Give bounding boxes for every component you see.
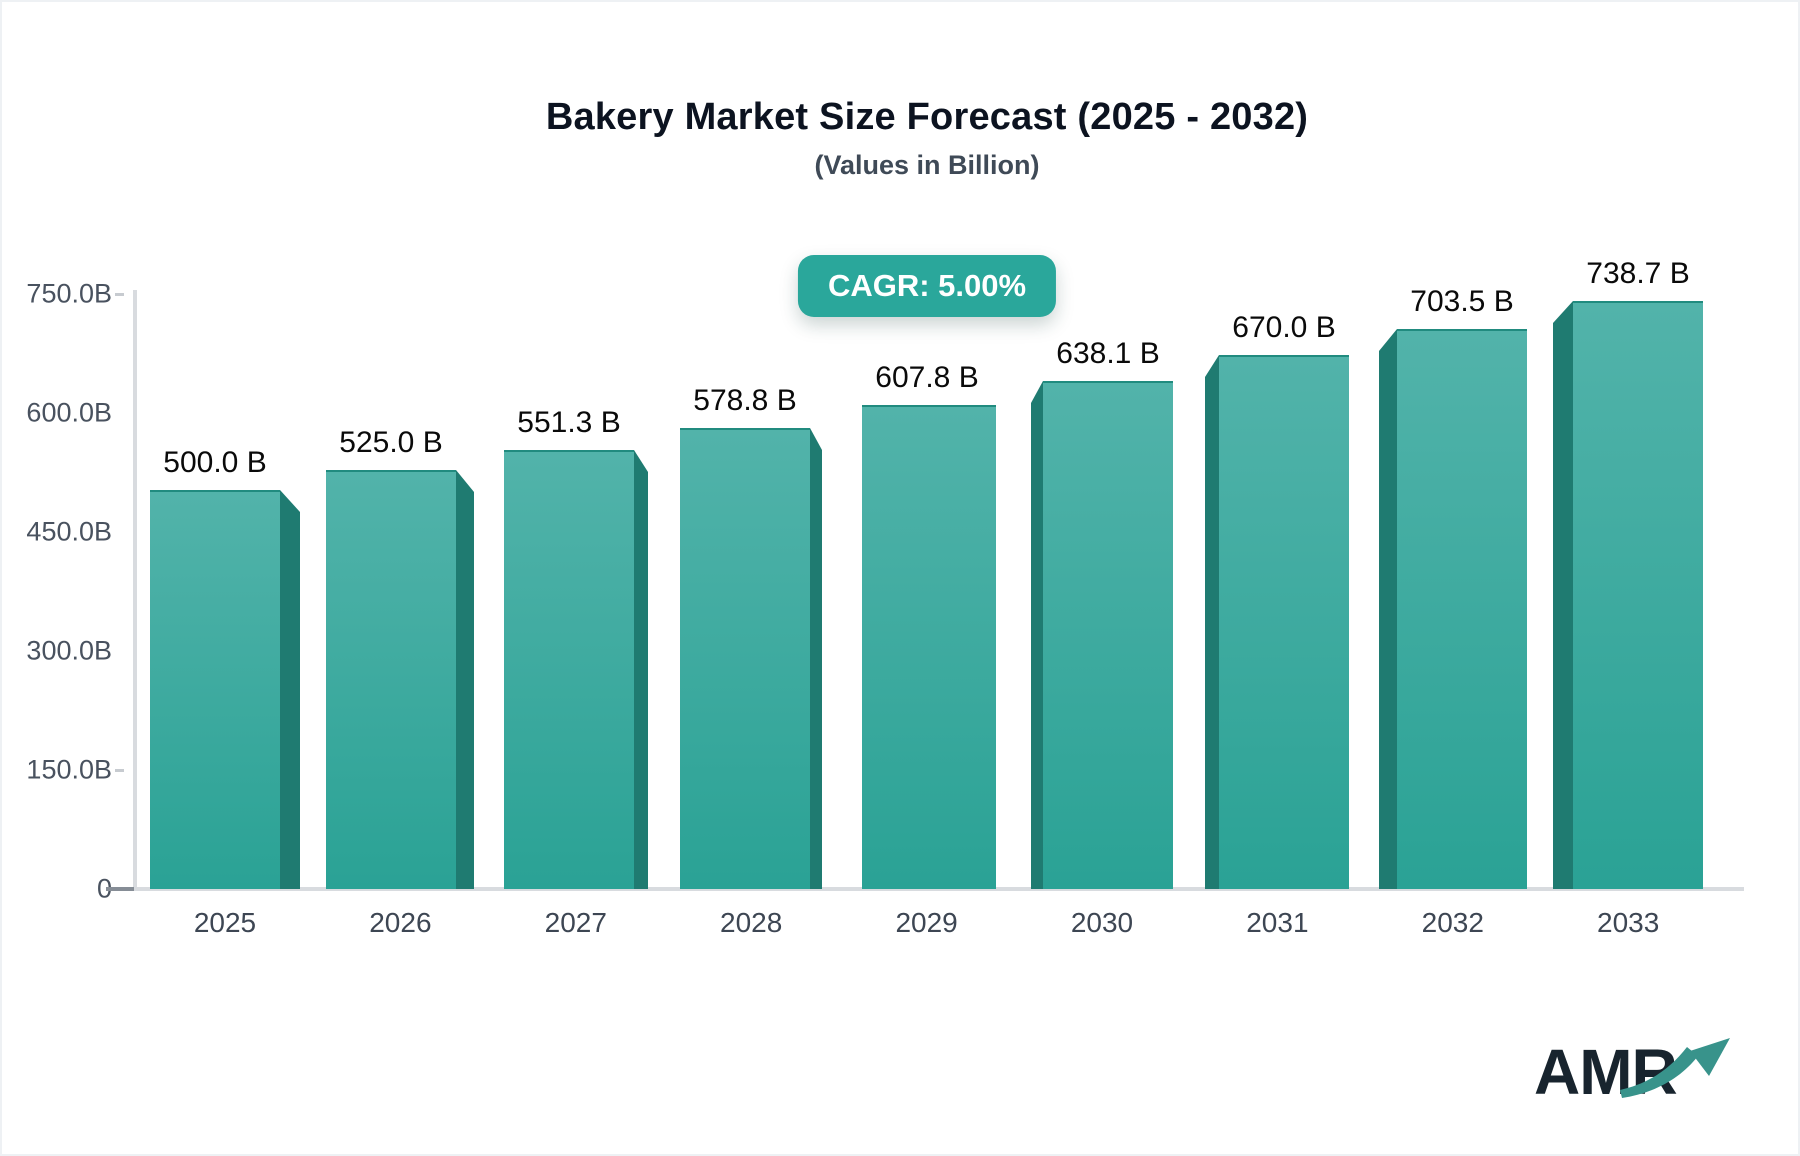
x-axis-label: 2027 [544, 907, 607, 938]
y-axis-label: 750.0B [26, 278, 112, 309]
bar-side-panel [280, 490, 300, 889]
bar-side-panel [1379, 329, 1397, 889]
x-axis-label: 2025 [193, 907, 257, 938]
bar-face [1043, 381, 1173, 889]
amr-logo-text: AMR [1534, 1036, 1678, 1108]
bar [680, 428, 822, 889]
bar [1031, 381, 1173, 889]
x-axis-label: 2030 [1070, 907, 1134, 938]
x-axis-label: 2029 [895, 907, 958, 938]
cagr-badge: CAGR: 5.00% [797, 255, 1057, 317]
trend-arrow-icon [1620, 1036, 1740, 1111]
bar-value-label: 703.5 B [1410, 285, 1514, 318]
y-axis-label: 600.0B [26, 397, 112, 428]
bar [1205, 355, 1349, 889]
y-axis-label: 150.0B [26, 754, 112, 785]
chart-subtitle: (Values in Billion) [814, 150, 1040, 180]
chart-title: Bakery Market Size Forecast (2025 - 2032… [545, 96, 1309, 138]
bar [504, 450, 648, 889]
bar-face [150, 490, 280, 889]
x-axis-baseline [133, 887, 1744, 891]
bar-side-panel [810, 428, 822, 889]
x-axis-label: 2031 [1246, 907, 1309, 938]
bar-side-panel [1553, 301, 1573, 889]
bar-side-panel [634, 450, 648, 889]
y-axis-label: 0 [96, 873, 112, 904]
bar-value-label: 738.7 B [1586, 257, 1690, 290]
y-axis-label: 450.0B [26, 516, 112, 547]
bar-face [1219, 355, 1349, 889]
x-axis-label: 2032 [1421, 907, 1484, 938]
bar-face [1573, 301, 1703, 889]
x-axis-label: 2033 [1597, 907, 1660, 938]
bar-value-label: 670.0 B [1232, 311, 1336, 344]
bar-face [504, 450, 634, 889]
bar-face [326, 470, 456, 889]
bar-value-label: 638.1 B [1056, 337, 1160, 370]
bar-side-panel [1205, 355, 1219, 889]
bar-value-label: 525.0 B [339, 426, 443, 459]
y-axis-tick [115, 769, 124, 772]
bar-side-panel [456, 470, 474, 889]
bar-face [1397, 329, 1527, 889]
bar-value-label: 500.0 B [163, 446, 267, 479]
bar [1553, 301, 1703, 889]
bar [1379, 329, 1527, 889]
y-axis-tick [115, 293, 124, 296]
bar-face [862, 405, 996, 889]
bar-face [680, 428, 810, 889]
x-axis-label: 2028 [720, 907, 783, 938]
bar [326, 470, 474, 889]
y-axis-line [133, 290, 137, 891]
bar-side-panel [1031, 381, 1043, 889]
amr-logo: AMR [1534, 1036, 1764, 1130]
bar [150, 490, 300, 889]
bar-value-label: 607.8 B [875, 361, 979, 394]
bar-value-label: 578.8 B [693, 384, 797, 417]
y-axis-tick [106, 887, 134, 891]
y-axis-label: 300.0B [26, 635, 112, 666]
x-axis-label: 2026 [369, 907, 432, 938]
bar-value-label: 551.3 B [517, 406, 621, 439]
bar [862, 405, 996, 889]
